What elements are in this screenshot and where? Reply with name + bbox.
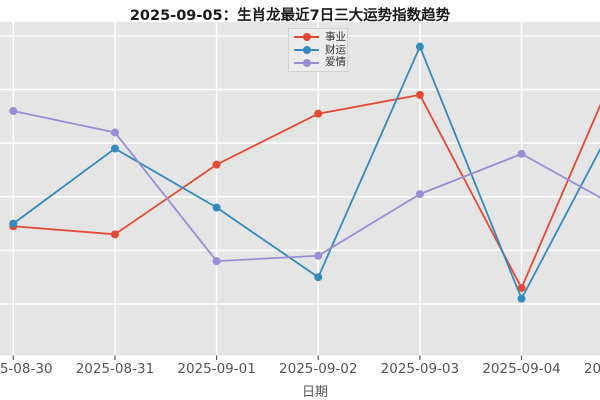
data-point-2 <box>517 149 526 158</box>
chart-title: 2025-09-05：生肖龙最近7日三大运势指数趋势 <box>129 8 451 24</box>
x-tick-label: 2025-09-01 <box>177 361 256 377</box>
data-point-0 <box>110 230 119 239</box>
legend-item-love: 爱情 <box>294 56 346 69</box>
data-point-1 <box>9 219 18 228</box>
legend-line-dot-marker-icon <box>294 33 319 42</box>
legend-label: 爱情 <box>325 56 346 69</box>
x-tick-label: 2025-09-03 <box>380 361 460 377</box>
data-point-0 <box>415 90 424 99</box>
data-point-1 <box>212 203 221 212</box>
data-point-1 <box>110 144 119 153</box>
data-point-2 <box>212 257 221 266</box>
legend-line-dot-marker-icon <box>294 46 319 55</box>
plot-area <box>0 22 600 356</box>
legend-item-career: 事业 <box>294 31 346 44</box>
data-point-2 <box>415 190 424 199</box>
legend-item-wealth: 财运 <box>294 44 346 57</box>
data-point-2 <box>110 128 119 137</box>
x-tick-label: 2025-09-05 <box>583 361 600 377</box>
data-point-1 <box>314 273 323 282</box>
x-axis-title: 日期 <box>301 385 328 400</box>
data-point-2 <box>314 251 323 260</box>
x-tick-label: 2025-08-31 <box>75 361 155 377</box>
x-tick-label: 2025-09-02 <box>279 361 358 377</box>
legend-label: 财运 <box>325 43 346 56</box>
legend: 事业 财运 爱情 <box>288 28 348 72</box>
data-point-0 <box>314 109 323 118</box>
legend-label: 事业 <box>325 31 346 44</box>
data-point-0 <box>517 283 526 292</box>
data-point-0 <box>212 160 221 169</box>
data-point-2 <box>9 107 18 116</box>
data-point-1 <box>517 294 526 303</box>
legend-line-dot-marker-icon <box>294 58 319 67</box>
x-tick-label: 2025-09-04 <box>482 361 561 377</box>
x-tick-label: 2025-08-30 <box>0 361 53 377</box>
data-point-1 <box>415 42 424 51</box>
